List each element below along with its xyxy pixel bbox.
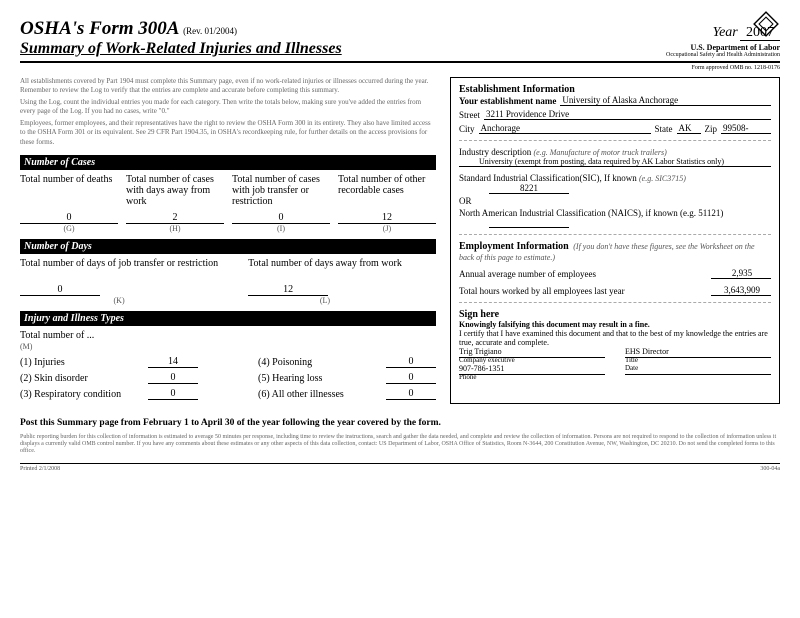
ind-value: University (exempt from posting, data re… xyxy=(459,157,771,167)
form-subtitle: Summary of Work-Related Injuries and Ill… xyxy=(20,40,666,58)
sign-cert: I certify that I have examined this docu… xyxy=(459,329,771,347)
city-value: Anchorage xyxy=(479,123,651,134)
day-label: Total number of days away from work xyxy=(248,258,402,282)
type-value: 0 xyxy=(386,388,436,400)
types-right: (4) Poisoning 0 (5) Hearing loss 0 (6) All o… xyxy=(258,356,436,404)
case-label: Total number of cases with job transfer … xyxy=(232,174,330,210)
day-value: 0 xyxy=(20,284,100,296)
type-label: (4) Poisoning xyxy=(258,357,378,368)
or-label: OR xyxy=(459,196,771,206)
hrs-value: 3,643,909 xyxy=(711,285,771,296)
sign-warn: Knowingly falsifying this document may r… xyxy=(459,320,771,329)
sic-example: (e.g. SIC3715) xyxy=(639,174,686,183)
avg-value: 2,935 xyxy=(711,268,771,279)
est-name-label: Your establishment name xyxy=(459,96,556,106)
zip-label: Zip xyxy=(705,124,718,134)
type-label: (5) Hearing loss xyxy=(258,373,378,384)
est-name: University of Alaska Anchorage xyxy=(560,95,771,106)
case-value: 2 xyxy=(126,212,224,224)
intro-text: All establishments covered by Part 1904 … xyxy=(20,77,436,147)
sig-phone: 907-786-1351 xyxy=(459,364,605,373)
type-label: (3) Respiratory condition xyxy=(20,389,140,400)
types-sub: Total number of ...(M) xyxy=(20,330,436,352)
case-key: (G) xyxy=(20,224,118,233)
case-value: 12 xyxy=(338,212,436,224)
city-label: City xyxy=(459,124,475,134)
type-label: (1) Injuries xyxy=(20,357,140,368)
sic-value: 8221 xyxy=(489,183,569,194)
sig-date-label: Date xyxy=(625,364,638,372)
sig-name: Trig Trigiano xyxy=(459,347,605,356)
zip-value: 99508- xyxy=(721,123,771,134)
days-header: Number of Days xyxy=(20,239,436,254)
footer: Printed 2/1/2008 300-04a xyxy=(20,463,780,472)
cases-header: Number of Cases xyxy=(20,155,436,170)
sig-name-label: Company executive xyxy=(459,356,515,364)
days-row: Total number of days of job transfer or … xyxy=(20,258,436,305)
establishment-panel: Establishment Information Your establish… xyxy=(450,77,780,404)
type-value: 14 xyxy=(148,356,198,368)
types-left: (1) Injuries 14 (2) Skin disorder 0 (3) Resp… xyxy=(20,356,198,404)
case-value: 0 xyxy=(20,212,118,224)
header: OSHA's Form 300A (Rev. 01/2004) Summary … xyxy=(20,18,780,63)
street-label: Street xyxy=(459,110,480,120)
avg-label: Annual average number of employees xyxy=(459,269,596,279)
type-value: 0 xyxy=(386,372,436,384)
case-key: (H) xyxy=(126,224,224,233)
fine-print: Public reporting burden for this collect… xyxy=(20,434,780,456)
case-label: Total number of cases with days away fro… xyxy=(126,174,224,210)
hrs-label: Total hours worked by all employees last… xyxy=(459,286,625,296)
type-value: 0 xyxy=(386,356,436,368)
naics-label: North American Industrial Classification… xyxy=(459,208,771,218)
dol-logo xyxy=(752,10,780,38)
sig-title: EHS Director xyxy=(625,347,771,356)
street-value: 3211 Providence Drive xyxy=(484,109,771,120)
case-key: (I) xyxy=(232,224,330,233)
naics-value xyxy=(489,218,569,228)
omb-number: Form approved OMB no. 1218-0176 xyxy=(20,65,780,71)
type-value: 0 xyxy=(148,388,198,400)
types-header: Injury and Illness Types xyxy=(20,311,436,326)
sic-label: Standard Industrial Classification(SIC),… xyxy=(459,173,637,183)
dol-label: U.S. Department of Labor xyxy=(666,43,780,52)
year-label: Year xyxy=(713,25,738,40)
day-label: Total number of days of job transfer or … xyxy=(20,258,218,282)
type-label: (2) Skin disorder xyxy=(20,373,140,384)
state-label: State xyxy=(655,124,673,134)
type-label: (6) All other illnesses xyxy=(258,389,378,400)
osha-label: Occupational Safety and Health Administr… xyxy=(666,52,780,58)
sign-header: Sign here xyxy=(459,309,771,320)
post-instruction: Post this Summary page from February 1 t… xyxy=(20,418,780,428)
sig-phone-label: Phone xyxy=(459,373,477,381)
form-number: 300-04a xyxy=(760,466,780,472)
cases-row: Total number of deaths0(G)Total number o… xyxy=(20,174,436,233)
print-date: Printed 2/1/2008 xyxy=(20,466,60,472)
state-value: AK xyxy=(677,123,701,134)
day-value: 12 xyxy=(248,284,328,296)
case-label: Total number of deaths xyxy=(20,174,118,210)
case-label: Total number of other recordable cases xyxy=(338,174,436,210)
day-key: (K) xyxy=(20,296,218,305)
ind-label: Industry description xyxy=(459,147,531,157)
emp-header: Employment Information xyxy=(459,241,569,252)
day-key: (L) xyxy=(248,296,402,305)
case-value: 0 xyxy=(232,212,330,224)
revision: (Rev. 01/2004) xyxy=(183,26,237,36)
est-header: Establishment Information xyxy=(459,84,771,95)
case-key: (J) xyxy=(338,224,436,233)
sig-title-label: Title xyxy=(625,356,638,364)
ind-example: (e.g. Manufacture of motor truck trailer… xyxy=(534,148,667,157)
form-title: OSHA's Form 300A (Rev. 01/2004) xyxy=(20,18,666,40)
type-value: 0 xyxy=(148,372,198,384)
